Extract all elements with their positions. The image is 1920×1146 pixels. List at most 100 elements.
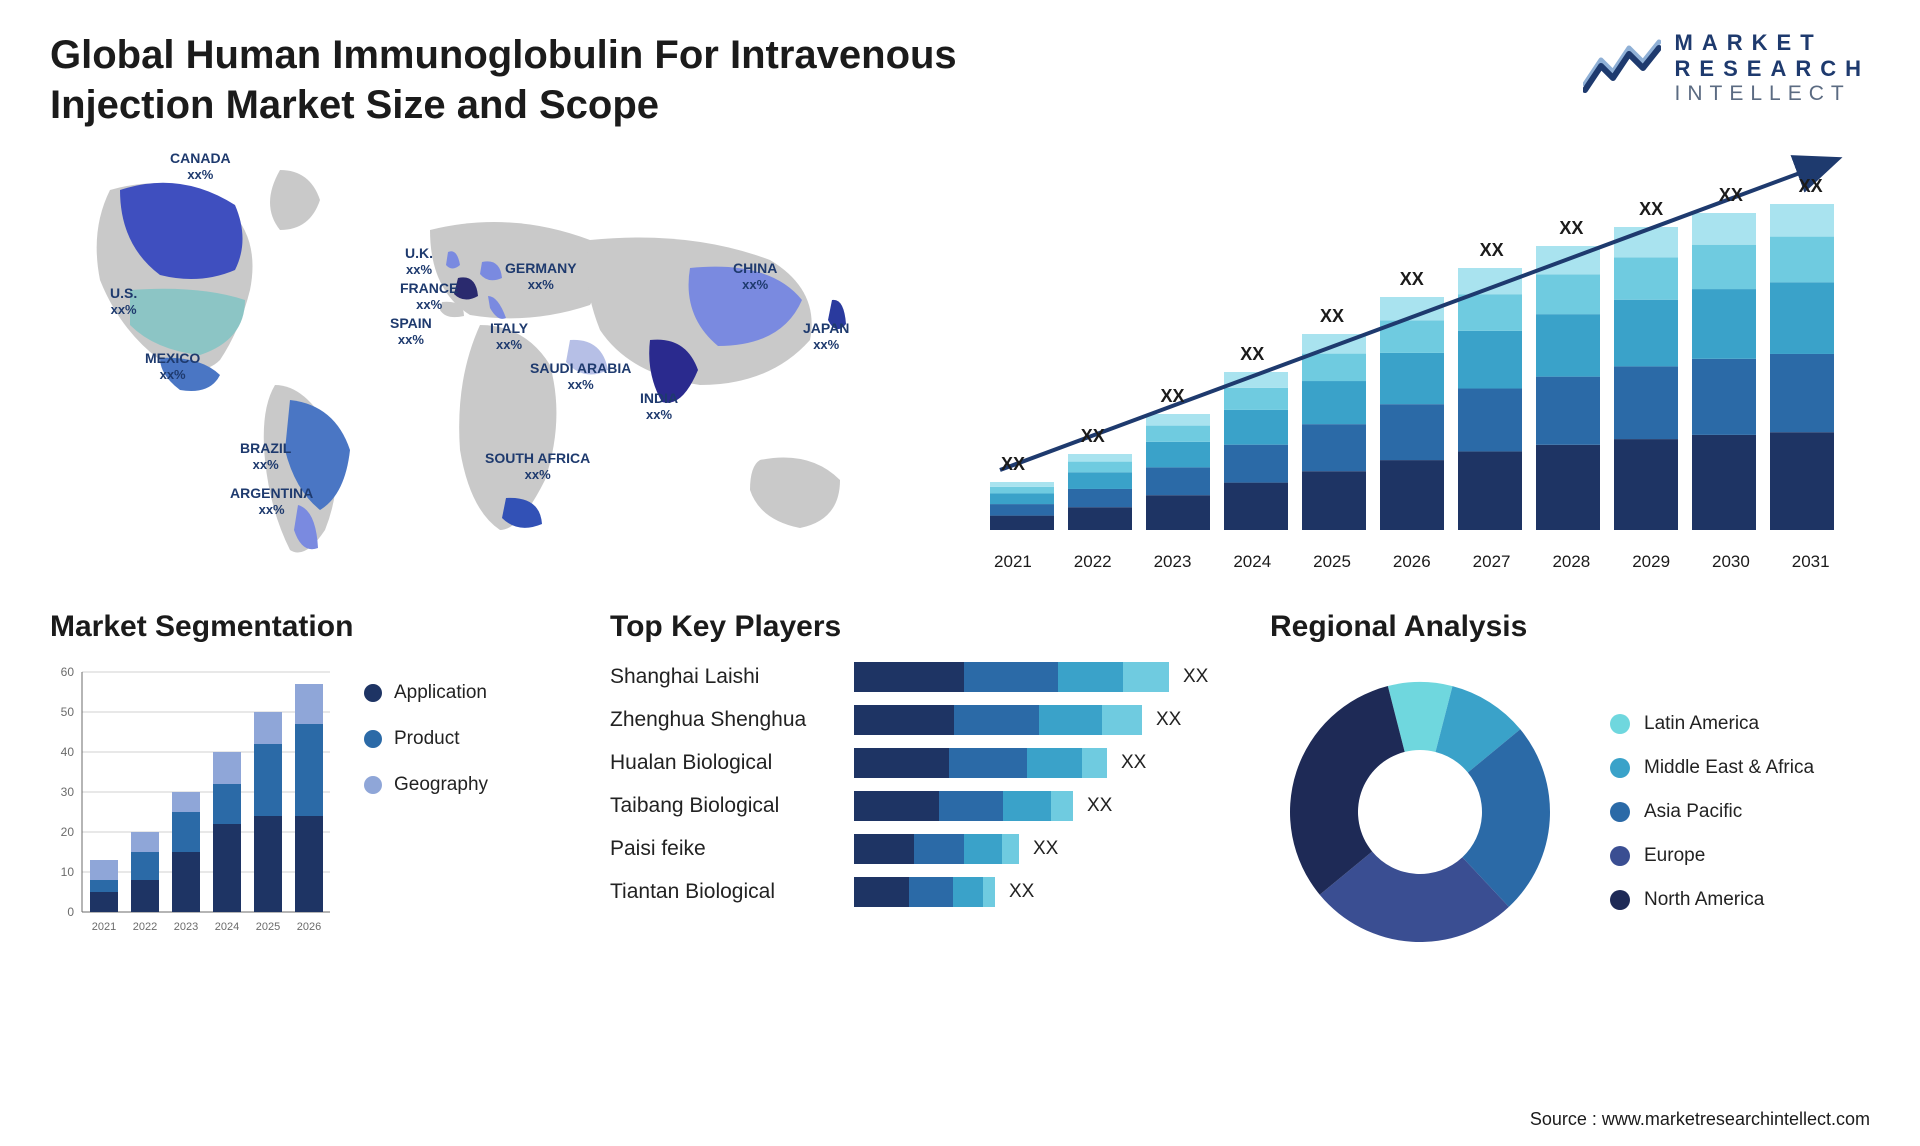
svg-text:2022: 2022	[133, 921, 157, 933]
regional-legend-item: Middle East & Africa	[1610, 757, 1814, 779]
player-bar	[854, 662, 1169, 692]
legend-dot-icon	[364, 776, 382, 794]
svg-text:30: 30	[61, 785, 75, 799]
player-row: Hualan Biological XX	[610, 748, 1210, 778]
map-label: SOUTH AFRICAxx%	[485, 450, 590, 483]
player-value: XX	[1033, 838, 1058, 860]
bar-value-label: XX	[1400, 269, 1424, 290]
bar-year-label: 2025	[1313, 552, 1351, 572]
map-label: JAPANxx%	[803, 320, 849, 353]
player-name: Taibang Biological	[610, 794, 840, 818]
legend-dot-icon	[364, 730, 382, 748]
player-bar	[854, 877, 995, 907]
bar-value-label: XX	[1160, 386, 1184, 407]
legend-label: Product	[394, 728, 459, 750]
player-value: XX	[1009, 881, 1034, 903]
svg-text:2023: 2023	[174, 921, 198, 933]
svg-text:20: 20	[61, 825, 75, 839]
player-name: Paisi feike	[610, 837, 840, 861]
segmentation-chart: 0102030405060202120222023202420252026	[50, 662, 340, 942]
svg-text:50: 50	[61, 705, 75, 719]
svg-text:40: 40	[61, 745, 75, 759]
bar-year-label: 2031	[1792, 552, 1830, 572]
player-row: Shanghai Laishi XX	[610, 662, 1210, 692]
logo-mark-icon	[1583, 38, 1661, 99]
legend-label: Geography	[394, 774, 488, 796]
legend-dot-icon	[364, 684, 382, 702]
map-label: CANADAxx%	[170, 150, 231, 183]
legend-dot-icon	[1610, 758, 1630, 778]
regional-title: Regional Analysis	[1270, 610, 1870, 644]
source-credit: Source : www.marketresearchintellect.com	[1530, 1109, 1870, 1130]
regional-legend-item: Latin America	[1610, 713, 1814, 735]
legend-label: Latin America	[1644, 713, 1759, 735]
bar-year-label: 2022	[1074, 552, 1112, 572]
bar-year-label: 2028	[1552, 552, 1590, 572]
regional-panel: Regional Analysis Latin America Middle Ea…	[1270, 610, 1870, 962]
map-label: GERMANYxx%	[505, 260, 577, 293]
bar-value-label: XX	[1799, 176, 1823, 197]
svg-text:0: 0	[67, 905, 74, 919]
bar-year-label: 2029	[1632, 552, 1670, 572]
map-label: FRANCExx%	[400, 280, 458, 313]
segmentation-legend: Application Product Geography	[364, 662, 488, 796]
map-label: ITALYxx%	[490, 320, 528, 353]
bar-value-label: XX	[1639, 199, 1663, 220]
map-label: BRAZILxx%	[240, 440, 291, 473]
player-row: Paisi feike XX	[610, 834, 1210, 864]
map-label: INDIAxx%	[640, 390, 678, 423]
page-title: Global Human Immunoglobulin For Intraven…	[50, 30, 1050, 130]
legend-dot-icon	[1610, 714, 1630, 734]
player-bar	[854, 834, 1019, 864]
regional-legend-item: Europe	[1610, 845, 1814, 867]
bar-value-label: XX	[1559, 218, 1583, 239]
player-value: XX	[1121, 752, 1146, 774]
player-name: Zhenghua Shenghua	[610, 708, 840, 732]
bar-year-label: 2023	[1154, 552, 1192, 572]
player-row: Zhenghua Shenghua XX	[610, 705, 1210, 735]
legend-item: Geography	[364, 774, 488, 796]
bar-year-label: 2027	[1473, 552, 1511, 572]
player-bar	[854, 748, 1107, 778]
segmentation-title: Market Segmentation	[50, 610, 550, 644]
svg-text:2025: 2025	[256, 921, 280, 933]
bar-value-label: XX	[1719, 185, 1743, 206]
legend-label: North America	[1644, 889, 1764, 911]
player-value: XX	[1183, 666, 1208, 688]
legend-dot-icon	[1610, 846, 1630, 866]
legend-dot-icon	[1610, 802, 1630, 822]
map-label: ARGENTINAxx%	[230, 485, 313, 518]
svg-text:2026: 2026	[297, 921, 321, 933]
regional-legend-item: Asia Pacific	[1610, 801, 1814, 823]
regional-legend: Latin America Middle East & Africa Asia Pa…	[1610, 713, 1814, 911]
logo-text-3: INTELLECT	[1675, 82, 1870, 106]
top-row: CANADAxx%U.S.xx%MEXICOxx%BRAZILxx%ARGENT…	[50, 150, 1870, 570]
legend-label: Application	[394, 682, 487, 704]
player-value: XX	[1087, 795, 1112, 817]
bottom-row: Market Segmentation 01020304050602021202…	[50, 610, 1870, 962]
player-name: Tiantan Biological	[610, 880, 840, 904]
player-name: Hualan Biological	[610, 751, 840, 775]
player-row: Tiantan Biological XX	[610, 877, 1210, 907]
bar-value-label: XX	[1081, 426, 1105, 447]
regional-legend-item: North America	[1610, 889, 1814, 911]
bar-year-label: 2030	[1712, 552, 1750, 572]
header: Global Human Immunoglobulin For Intraven…	[50, 30, 1870, 130]
legend-dot-icon	[1610, 890, 1630, 910]
legend-item: Application	[364, 682, 488, 704]
growth-chart: XX2021XX2022XX2023XX2024XX2025XX2026XX20…	[970, 150, 1870, 570]
logo-text-1: MARKET	[1675, 30, 1870, 56]
map-label: CHINAxx%	[733, 260, 777, 293]
map-label: SPAINxx%	[390, 315, 432, 348]
players-title: Top Key Players	[610, 610, 1210, 644]
player-value: XX	[1156, 709, 1181, 731]
svg-text:2021: 2021	[92, 921, 116, 933]
bar-year-label: 2024	[1233, 552, 1271, 572]
logo-text-2: RESEARCH	[1675, 56, 1870, 82]
bar-value-label: XX	[1320, 306, 1344, 327]
map-label: SAUDI ARABIAxx%	[530, 360, 631, 393]
player-name: Shanghai Laishi	[610, 665, 840, 689]
bar-value-label: XX	[1240, 344, 1264, 365]
legend-label: Asia Pacific	[1644, 801, 1742, 823]
players-panel: Top Key Players Shanghai LaishiXXZhenghu…	[610, 610, 1210, 962]
